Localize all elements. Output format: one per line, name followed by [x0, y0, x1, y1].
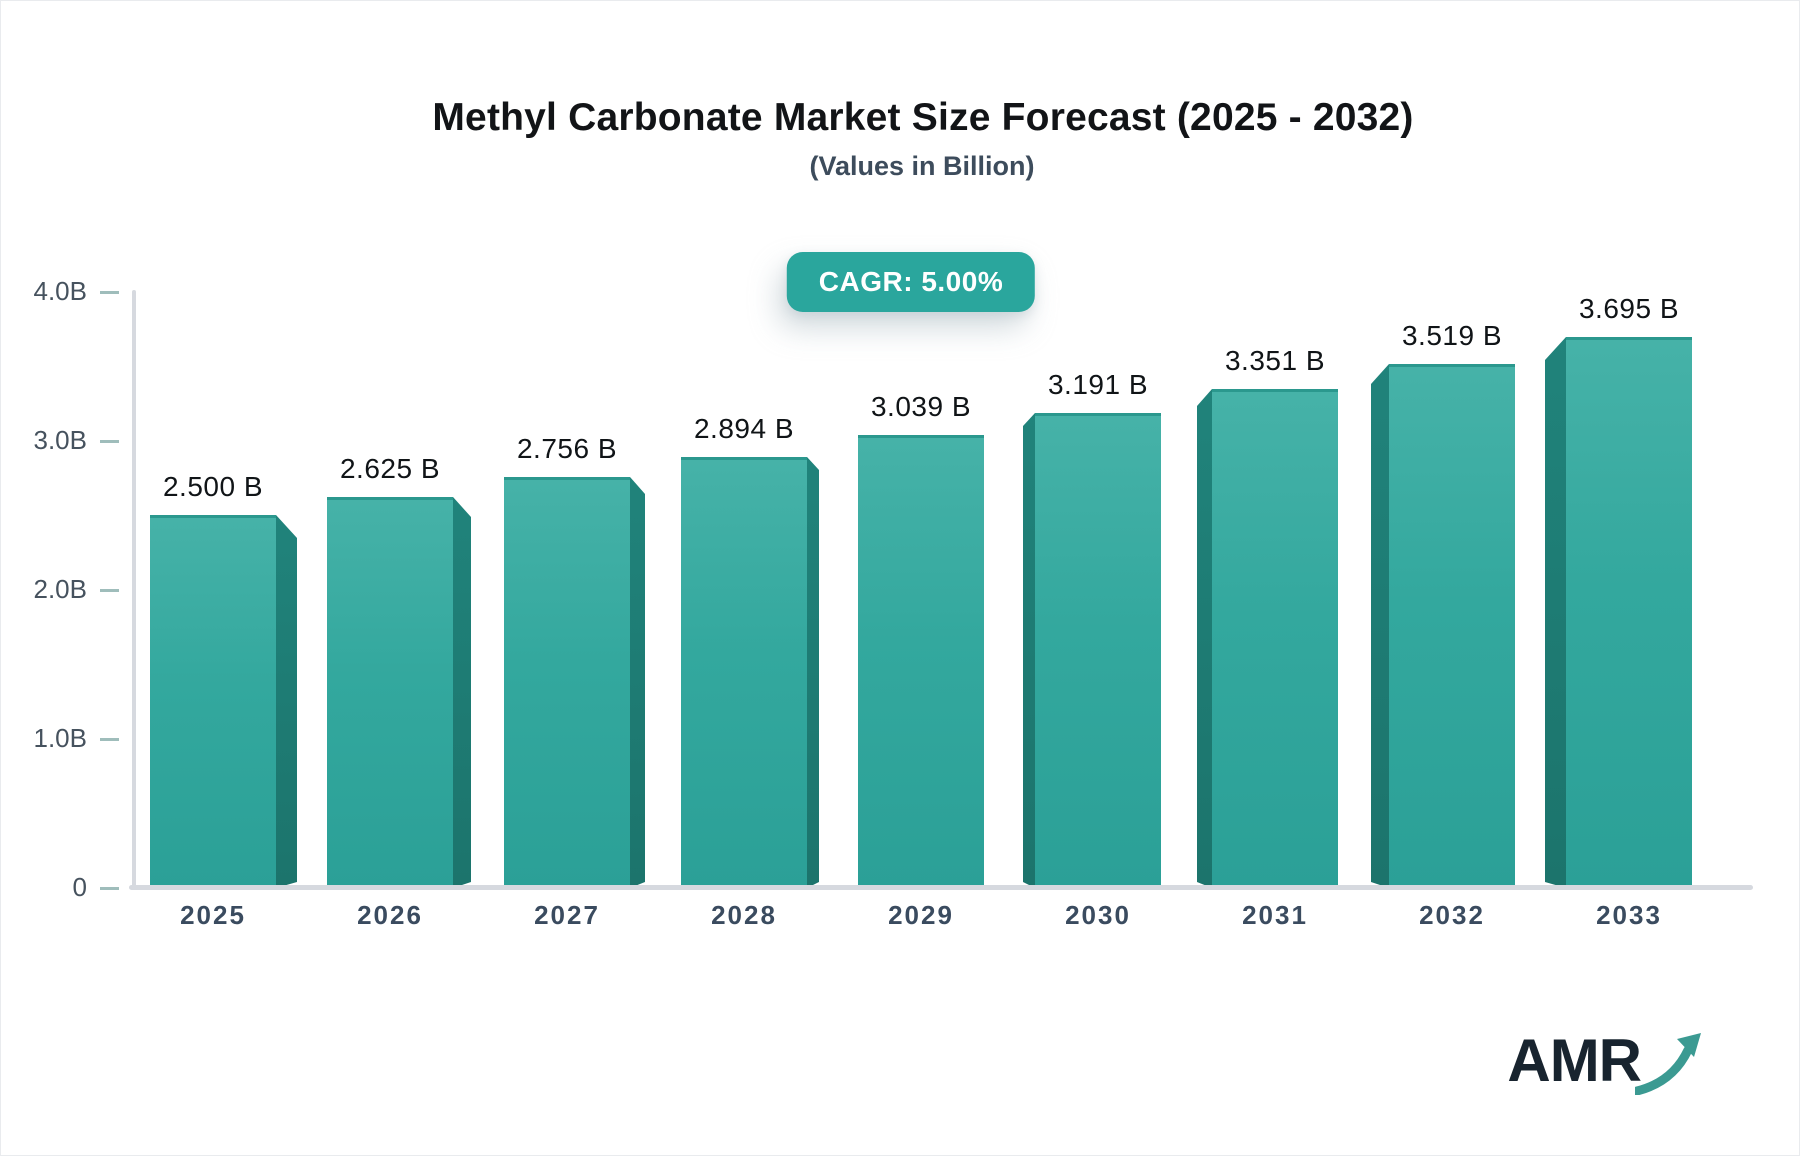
bar-value-label: 2.500 B: [162, 471, 264, 502]
logo-text: AMR: [1507, 1027, 1642, 1094]
growth-arrow-icon: [1635, 1033, 1701, 1095]
y-axis-tick-label: 0: [72, 872, 87, 902]
bar-2033[interactable]: [1545, 337, 1692, 888]
bar-side-bevel: [453, 497, 471, 888]
bar-face: [1566, 337, 1692, 888]
x-axis-tick-label: 2029: [888, 900, 954, 930]
x-axis-tick-label: 2027: [534, 900, 600, 930]
x-axis-tick-label: 2032: [1419, 900, 1485, 930]
bar-2029[interactable]: [858, 435, 984, 888]
bar-face: [1212, 389, 1338, 888]
bar-side-bevel: [1545, 337, 1566, 888]
bar-side-bevel: [1197, 389, 1212, 888]
x-axis-tick-label: 2025: [180, 900, 246, 930]
bar-2030[interactable]: [1023, 413, 1161, 888]
y-axis-tick-label: 2.0B: [33, 574, 88, 604]
x-axis-tick-label: 2028: [711, 900, 777, 930]
x-axis-tick-label: 2031: [1242, 900, 1308, 930]
y-axis-tick-label: 1.0B: [33, 723, 88, 753]
chart-subtitle: (Values in Billion): [809, 151, 1035, 181]
bar-value-label: 3.519 B: [1401, 320, 1503, 351]
bar-value-label: 2.625 B: [339, 453, 441, 484]
bar-2025[interactable]: [150, 515, 297, 888]
bar-face: [858, 435, 984, 888]
bar-face: [1035, 413, 1161, 888]
bar-value-label: 3.695 B: [1578, 293, 1680, 324]
bar-side-bevel: [630, 477, 645, 888]
bar-2032[interactable]: [1371, 364, 1515, 888]
x-axis-tick-label: 2033: [1596, 900, 1662, 930]
bar-face: [150, 515, 276, 888]
y-axis-tick-mark: [100, 440, 119, 443]
y-axis-tick-mark: [100, 291, 119, 294]
bar-side-bevel: [276, 515, 297, 888]
bar-2031[interactable]: [1197, 389, 1338, 888]
bar-value-label: 3.191 B: [1047, 369, 1149, 400]
chart-title: Methyl Carbonate Market Size Forecast (2…: [432, 96, 1414, 139]
bar-face: [327, 497, 453, 888]
cagr-badge: CAGR: 5.00%: [786, 252, 1036, 312]
bar-side-bevel: [1371, 364, 1389, 888]
bar-face: [681, 457, 807, 888]
bar-value-label: 2.756 B: [516, 433, 618, 464]
bar-side-bevel: [1023, 413, 1035, 888]
bar-face: [504, 477, 630, 888]
bar-value-label: 2.894 B: [693, 413, 795, 444]
y-axis-tick-mark: [100, 589, 119, 592]
y-axis-tick-label: 3.0B: [33, 425, 88, 455]
bar-side-bevel: [807, 457, 819, 888]
bar-value-label: 3.351 B: [1224, 345, 1326, 376]
bar-2028[interactable]: [681, 457, 819, 888]
bar-face: [1389, 364, 1515, 888]
x-axis-tick-label: 2026: [357, 900, 423, 930]
bar-2027[interactable]: [504, 477, 645, 888]
y-axis-line: [132, 290, 136, 890]
amr-logo: AMR: [1507, 1031, 1701, 1095]
bar-value-label: 3.039 B: [870, 391, 972, 422]
x-axis-line: [129, 885, 1753, 890]
y-axis-tick-label: 4.0B: [33, 276, 88, 306]
bar-2026[interactable]: [327, 497, 471, 888]
x-axis-tick-label: 2030: [1065, 900, 1131, 930]
y-axis-tick-mark: [100, 887, 119, 890]
y-axis-tick-mark: [100, 738, 119, 741]
